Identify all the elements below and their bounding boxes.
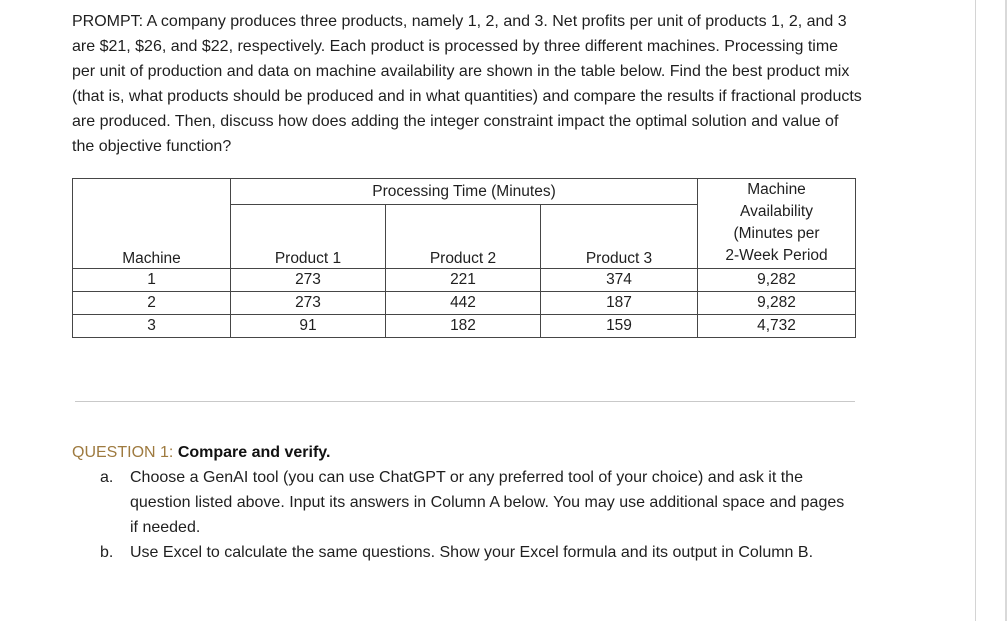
- time-cell: 91: [230, 314, 386, 338]
- list-item-text: Choose a GenAI tool (you can use ChatGPT…: [130, 469, 845, 536]
- machine-cell: 1: [72, 268, 231, 292]
- time-cell: 273: [230, 291, 386, 315]
- machine-column-header: Machine: [72, 178, 231, 269]
- product-3-header: Product 3: [539, 204, 699, 269]
- prompt-paragraph: PROMPT: A company produces three product…: [72, 13, 862, 155]
- processing-time-table: Machine Processing Time (Minutes) Machin…: [72, 178, 857, 338]
- page-edge-rail: [975, 0, 1008, 621]
- time-cell: 374: [539, 268, 699, 292]
- question-1-label: QUESTION 1:: [72, 444, 174, 461]
- time-cell: 187: [539, 291, 699, 315]
- table-header-row-1: Machine Processing Time (Minutes) Machin…: [72, 178, 857, 269]
- document-page: PROMPT: A company produces three product…: [72, 13, 975, 565]
- document-content: PROMPT: A company produces three product…: [72, 13, 975, 565]
- table-row: 3 91 182 159 4,732: [72, 314, 857, 338]
- list-marker: a.: [100, 469, 114, 486]
- machine-cell: 3: [72, 314, 231, 338]
- machine-cell: 2: [72, 291, 231, 315]
- list-item-b: b. Use Excel to calculate the same quest…: [72, 540, 975, 565]
- section-divider: [75, 401, 855, 402]
- table-header-row-2: Product 1 Product 2 Product 3: [73, 204, 856, 269]
- product-1-header: Product 1: [230, 204, 386, 269]
- time-cell: 273: [230, 268, 386, 292]
- question-1-list: a. Choose a GenAI tool (you can use Chat…: [72, 465, 975, 565]
- question-1-heading: QUESTION 1: Compare and verify.: [72, 440, 975, 465]
- list-item-text: Use Excel to calculate the same question…: [130, 544, 814, 561]
- product-2-header: Product 2: [385, 204, 541, 269]
- processing-time-header: Processing Time (Minutes): [229, 178, 699, 205]
- list-marker: b.: [100, 544, 114, 561]
- time-cell: 442: [385, 291, 541, 315]
- table-row: 2 273 442 187 9,282: [72, 291, 857, 315]
- availability-header: Machine Availability (Minutes per 2-Week…: [697, 178, 857, 269]
- question-1-title: Compare and verify.: [177, 444, 331, 461]
- availability-cell: 9,282: [697, 268, 857, 292]
- availability-cell: 4,732: [697, 314, 857, 338]
- table-row: 1 273 221 374 9,282: [72, 268, 857, 292]
- time-cell: 182: [385, 314, 541, 338]
- availability-cell: 9,282: [697, 291, 857, 315]
- time-cell: 159: [539, 314, 699, 338]
- list-item-a: a. Choose a GenAI tool (you can use Chat…: [72, 465, 975, 540]
- scrollbar-track[interactable]: [1005, 0, 1007, 621]
- time-cell: 221: [385, 268, 541, 292]
